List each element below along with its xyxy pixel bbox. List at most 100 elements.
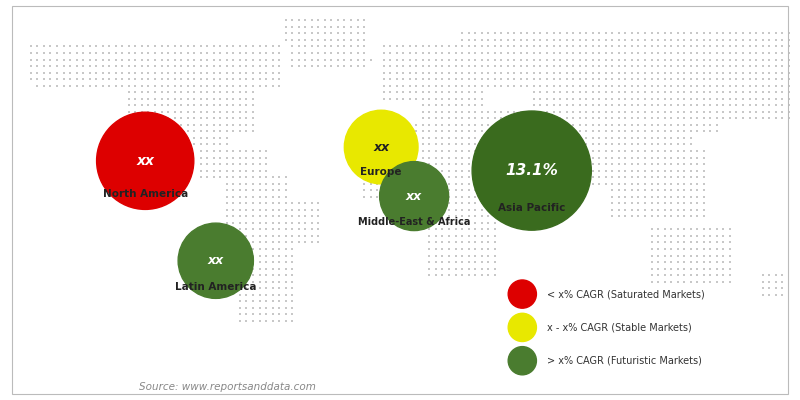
Point [704,233,717,239]
Point [488,82,501,89]
Point [574,148,586,154]
Point [370,122,383,128]
Point [762,63,775,69]
Point [378,194,390,200]
Point [684,206,697,213]
Point [678,63,690,69]
Point [462,76,475,82]
Point [227,56,240,63]
Point [495,70,508,76]
Point [613,102,626,108]
Point [723,115,736,122]
Point [606,76,618,82]
Point [770,70,782,76]
Point [266,180,279,187]
Point [541,167,554,174]
Point [174,50,187,56]
Point [253,298,266,304]
Point [730,30,743,36]
Point [442,194,455,200]
Point [762,102,775,108]
Point [260,298,273,304]
Point [286,266,298,272]
Point [632,161,645,167]
Point [442,213,455,220]
Point [77,50,90,56]
Point [737,108,750,115]
Point [547,141,560,148]
Point [599,30,612,36]
Point [449,70,462,76]
Point [279,305,292,311]
Point [508,63,521,69]
Point [469,141,482,148]
Point [122,122,135,128]
Point [514,43,527,50]
Point [135,70,148,76]
Point [260,148,273,154]
Point [469,154,482,161]
Point [469,266,482,272]
Ellipse shape [508,280,537,308]
Point [527,167,540,174]
Point [234,102,246,108]
Point [482,174,494,180]
Point [299,37,312,43]
Point [260,43,273,50]
Point [665,148,678,154]
Point [684,167,697,174]
Point [331,17,344,24]
Point [90,50,102,56]
Point [593,50,606,56]
Point [129,89,142,95]
Point [174,128,187,134]
Point [665,135,678,141]
Point [456,174,469,180]
Point [423,96,436,102]
Point [155,82,168,89]
Point [645,141,658,148]
Point [279,174,292,180]
Point [194,76,207,82]
Point [586,122,599,128]
Point [560,128,573,134]
Point [574,174,586,180]
Point [599,174,612,180]
Point [671,233,684,239]
Point [684,96,697,102]
Point [554,30,566,36]
Point [606,180,618,187]
Point [469,213,482,220]
Point [645,259,658,265]
Point [691,213,704,220]
Point [227,96,240,102]
Point [378,161,390,167]
Point [240,187,253,193]
Point [306,37,318,43]
Point [756,285,769,291]
Point [456,30,469,36]
Point [174,135,187,141]
Point [645,128,658,134]
Point [534,102,547,108]
Point [580,108,593,115]
Point [384,148,397,154]
Point [638,115,651,122]
Point [384,180,397,187]
Point [240,298,253,304]
Point [286,50,298,56]
Point [253,174,266,180]
Point [430,50,442,56]
Point [168,56,181,63]
Point [684,115,697,122]
Point [430,259,442,265]
Point [246,76,259,82]
Point [638,154,651,161]
Point [475,37,488,43]
Point [606,30,618,36]
Point [762,30,775,36]
Point [593,56,606,63]
Point [397,194,410,200]
Point [704,239,717,246]
Point [221,135,234,141]
